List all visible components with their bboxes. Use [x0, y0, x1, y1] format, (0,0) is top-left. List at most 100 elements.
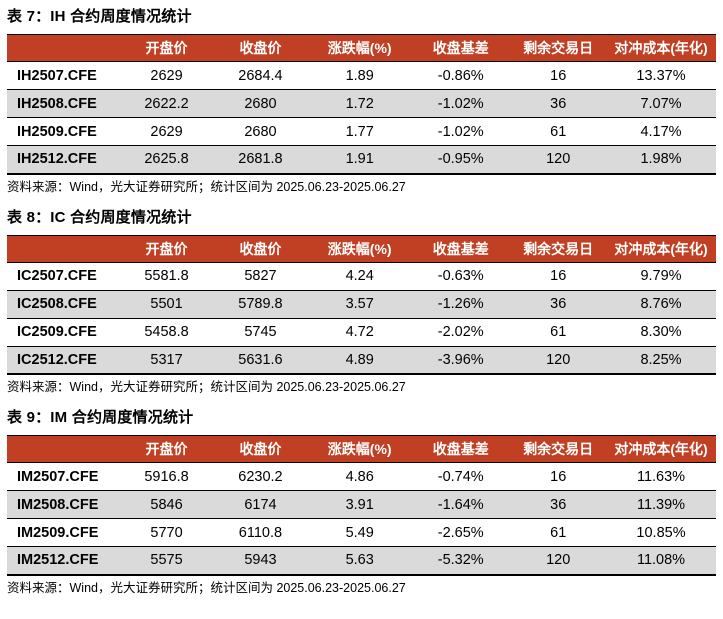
header-row: 开盘价 收盘价 涨跌幅(%) 收盘基差 剩余交易日 对冲成本(年化)	[7, 234, 716, 263]
table-row: IC2508.CFE 5501 5789.8 3.57 -1.26% 36 8.…	[7, 290, 716, 319]
data-cell: 11.63%	[606, 462, 716, 491]
data-cell: 5317	[120, 346, 213, 375]
data-cell: 36	[510, 290, 607, 319]
contract-cell: IM2508.CFE	[7, 490, 121, 519]
header-cell: 对冲成本(年化)	[606, 234, 716, 263]
header-cell-empty	[7, 234, 121, 263]
data-cell: 2629	[120, 117, 213, 146]
table-row: IH2509.CFE 2629 2680 1.77 -1.02% 61 4.17…	[7, 117, 716, 146]
table-row: IM2507.CFE 5916.8 6230.2 4.86 -0.74% 16 …	[7, 462, 716, 491]
data-cell: 2629	[120, 61, 213, 90]
futures-table-im: 开盘价 收盘价 涨跌幅(%) 收盘基差 剩余交易日 对冲成本(年化) IM250…	[7, 435, 716, 576]
data-cell: 36	[510, 89, 607, 118]
contract-cell: IH2508.CFE	[7, 89, 121, 118]
data-cell: 5789.8	[212, 290, 309, 319]
data-cell: 13.37%	[606, 61, 716, 90]
header-cell: 开盘价	[120, 435, 213, 463]
header-cell: 剩余交易日	[510, 435, 607, 463]
data-cell: -1.64%	[411, 490, 511, 519]
header-cell: 开盘价	[120, 34, 213, 62]
data-cell: 5575	[120, 546, 213, 576]
data-cell: 2684.4	[212, 61, 309, 90]
data-cell: 3.91	[308, 490, 412, 519]
header-cell: 收盘基差	[411, 34, 511, 62]
data-cell: 9.79%	[606, 262, 716, 291]
data-cell: 8.25%	[606, 346, 716, 375]
data-cell: 16	[510, 262, 607, 291]
data-cell: 6174	[212, 490, 309, 519]
table-row: IH2512.CFE 2625.8 2681.8 1.91 -0.95% 120…	[7, 145, 716, 175]
data-cell: -0.63%	[411, 262, 511, 291]
data-cell: 16	[510, 462, 607, 491]
data-cell: 1.91	[308, 145, 412, 175]
header-cell-empty	[7, 34, 121, 62]
table-block-ih: 表 7：IH 合约周度情况统计 开盘价 收盘价 涨跌幅(%) 收盘基差 剩余交易…	[7, 7, 716, 195]
data-cell: -3.96%	[411, 346, 511, 375]
header-row: 开盘价 收盘价 涨跌幅(%) 收盘基差 剩余交易日 对冲成本(年化)	[7, 34, 716, 62]
data-cell: 5827	[212, 262, 309, 291]
data-cell: 5.49	[308, 518, 412, 547]
data-cell: 120	[510, 546, 607, 576]
data-cell: 4.24	[308, 262, 412, 291]
data-cell: 6110.8	[212, 518, 309, 547]
header-cell: 对冲成本(年化)	[606, 435, 716, 463]
data-cell: 16	[510, 61, 607, 90]
data-cell: 8.30%	[606, 318, 716, 347]
data-cell: 1.72	[308, 89, 412, 118]
data-cell: 5501	[120, 290, 213, 319]
contract-cell: IC2508.CFE	[7, 290, 121, 319]
data-cell: 5943	[212, 546, 309, 576]
data-cell: -1.26%	[411, 290, 511, 319]
data-cell: 2622.2	[120, 89, 213, 118]
contract-cell: IH2509.CFE	[7, 117, 121, 146]
data-cell: 5458.8	[120, 318, 213, 347]
data-cell: 1.77	[308, 117, 412, 146]
data-cell: -2.65%	[411, 518, 511, 547]
table-row: IH2508.CFE 2622.2 2680 1.72 -1.02% 36 7.…	[7, 89, 716, 118]
header-cell: 涨跌幅(%)	[308, 435, 412, 463]
header-cell: 收盘基差	[411, 435, 511, 463]
data-cell: 3.57	[308, 290, 412, 319]
table-title: 表 9：IM 合约周度情况统计	[7, 409, 194, 426]
header-cell: 收盘价	[212, 34, 309, 62]
data-cell: 5770	[120, 518, 213, 547]
data-cell: 10.85%	[606, 518, 716, 547]
data-cell: 120	[510, 145, 607, 175]
table-row: IC2509.CFE 5458.8 5745 4.72 -2.02% 61 8.…	[7, 318, 716, 347]
source-note: 资料来源：Wind，光大证券研究所；统计区间为 2025.06.23-2025.…	[7, 179, 406, 194]
header-cell: 涨跌幅(%)	[308, 234, 412, 263]
data-cell: 4.17%	[606, 117, 716, 146]
data-cell: 11.08%	[606, 546, 716, 576]
source-note: 资料来源：Wind，光大证券研究所；统计区间为 2025.06.23-2025.…	[7, 380, 406, 394]
data-cell: -0.86%	[411, 61, 511, 90]
table-title: 表 7：IH 合约周度情况统计	[7, 8, 192, 25]
table-row: IM2508.CFE 5846 6174 3.91 -1.64% 36 11.3…	[7, 490, 716, 519]
data-cell: 4.89	[308, 346, 412, 375]
data-cell: 8.76%	[606, 290, 716, 319]
futures-table-ic: 开盘价 收盘价 涨跌幅(%) 收盘基差 剩余交易日 对冲成本(年化) IC250…	[7, 234, 716, 375]
data-cell: 61	[510, 318, 607, 347]
data-cell: 61	[510, 518, 607, 547]
table-row: IM2509.CFE 5770 6110.8 5.49 -2.65% 61 10…	[7, 518, 716, 547]
contract-cell: IC2509.CFE	[7, 318, 121, 347]
data-cell: 7.07%	[606, 89, 716, 118]
contract-cell: IC2512.CFE	[7, 346, 121, 375]
table-row: IH2507.CFE 2629 2684.4 1.89 -0.86% 16 13…	[7, 61, 716, 90]
data-cell: -1.02%	[411, 117, 511, 146]
contract-cell: IH2507.CFE	[7, 61, 121, 90]
data-cell: 5846	[120, 490, 213, 519]
contract-cell: IM2509.CFE	[7, 518, 121, 547]
contract-cell: IH2512.CFE	[7, 145, 121, 175]
data-cell: -5.32%	[411, 546, 511, 576]
data-cell: 5745	[212, 318, 309, 347]
header-cell: 对冲成本(年化)	[606, 34, 716, 62]
data-cell: 5631.6	[212, 346, 309, 375]
data-cell: 36	[510, 490, 607, 519]
table-block-im: 表 9：IM 合约周度情况统计 开盘价 收盘价 涨跌幅(%) 收盘基差 剩余交易…	[7, 408, 716, 596]
header-row: 开盘价 收盘价 涨跌幅(%) 收盘基差 剩余交易日 对冲成本(年化)	[7, 435, 716, 463]
data-cell: 4.86	[308, 462, 412, 491]
data-cell: -0.74%	[411, 462, 511, 491]
data-cell: 5581.8	[120, 262, 213, 291]
data-cell: 4.72	[308, 318, 412, 347]
